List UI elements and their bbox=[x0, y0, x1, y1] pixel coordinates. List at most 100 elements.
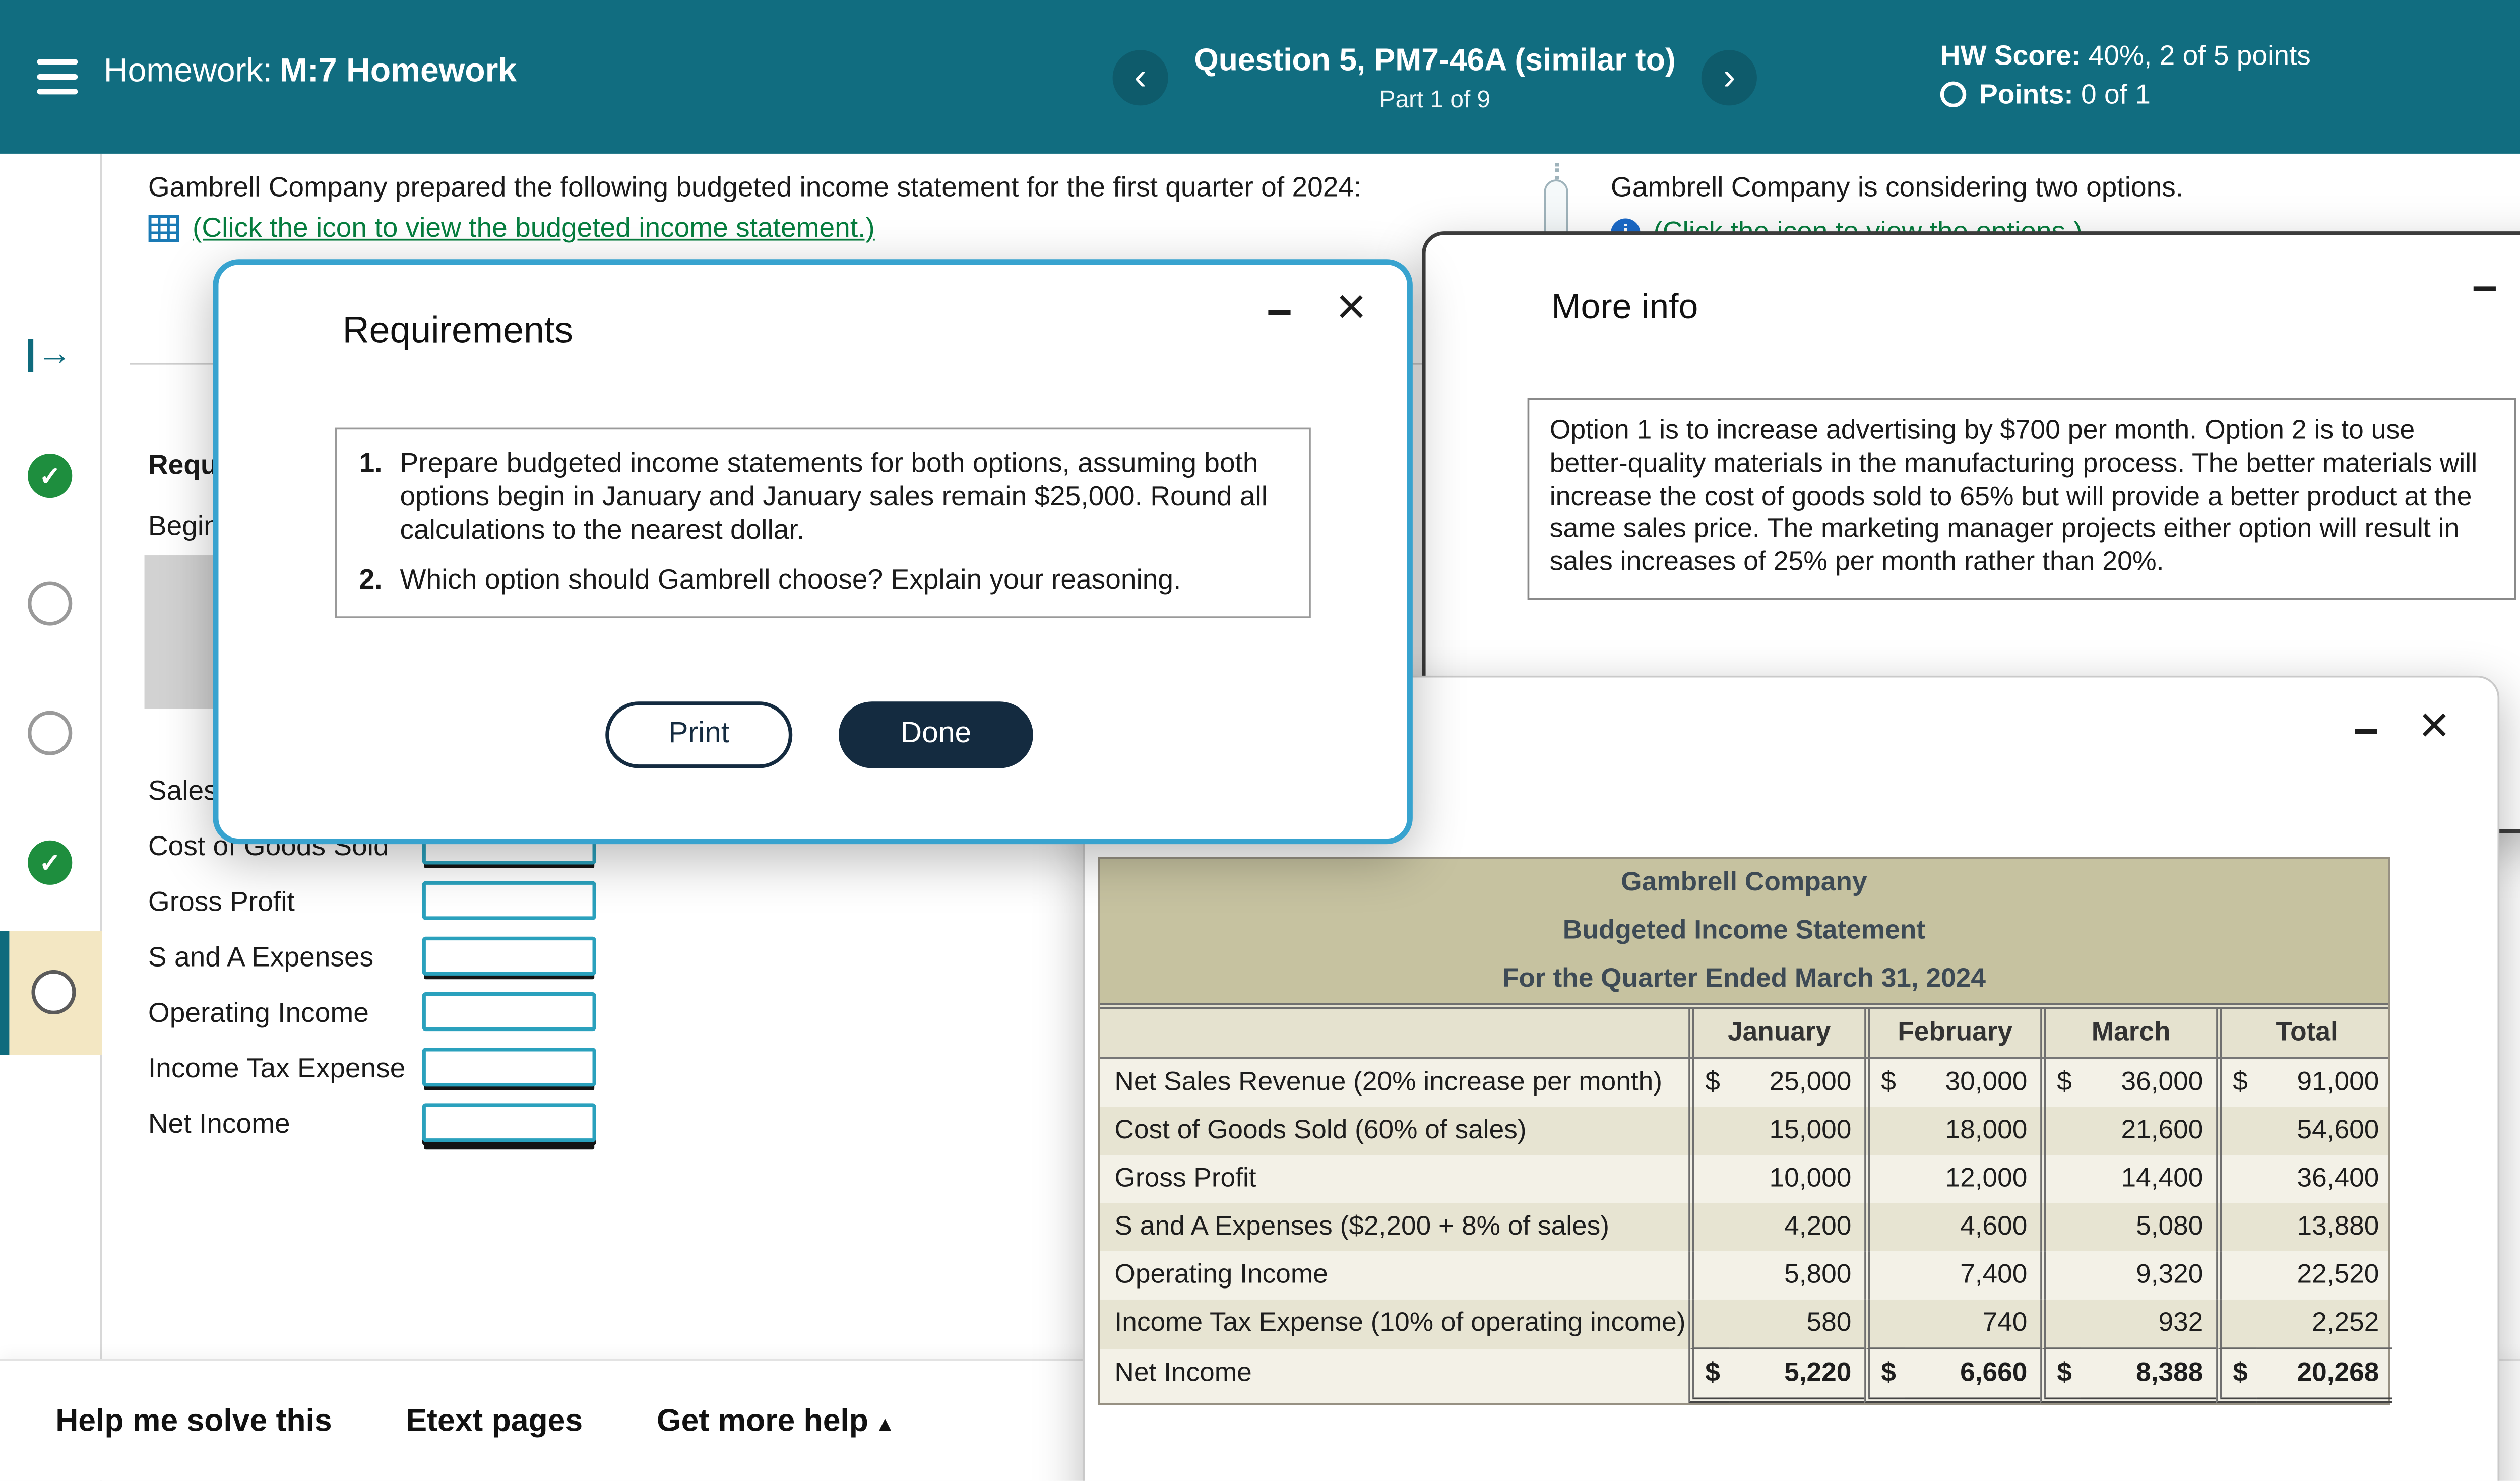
value-cell: 25,000 bbox=[1769, 1068, 1852, 1098]
currency-cell: $ bbox=[2040, 1059, 2081, 1107]
caret-up-icon: ▴ bbox=[879, 1410, 891, 1437]
answer-label: Operating Income bbox=[148, 998, 369, 1029]
question-indicator-3[interactable] bbox=[28, 711, 73, 755]
currency-cell bbox=[1864, 1107, 1905, 1155]
chevron-right-icon: › bbox=[1723, 56, 1736, 97]
answer-row-gross-profit: Gross Profit bbox=[148, 879, 611, 935]
currency-cell bbox=[2040, 1251, 2081, 1300]
value-cell: 4,200 bbox=[1784, 1212, 1852, 1242]
currency-cell bbox=[2216, 1299, 2257, 1349]
previous-question-button[interactable]: ‹ bbox=[1112, 49, 1168, 105]
row-label: Gross Profit bbox=[1114, 1164, 1256, 1194]
requirement-text: Which option should Gambrell choose? Exp… bbox=[400, 564, 1181, 596]
view-budgeted-statement-link[interactable]: (Click the icon to view the budgeted inc… bbox=[193, 213, 875, 244]
table-grid-icon[interactable] bbox=[148, 215, 179, 242]
skip-bar bbox=[28, 338, 34, 371]
currency-cell bbox=[2040, 1203, 2081, 1252]
question-indicator-4-complete[interactable]: ✓ bbox=[28, 840, 73, 885]
currency-cell bbox=[1688, 1251, 1729, 1300]
etext-pages-link[interactable]: Etext pages bbox=[406, 1403, 583, 1439]
question-header: Question 5, PM7-46A (similar to) Part 1 … bbox=[1194, 42, 1675, 112]
currency-cell bbox=[2216, 1107, 2257, 1155]
print-button[interactable]: Print bbox=[605, 701, 793, 768]
minimize-icon[interactable]: − bbox=[2472, 265, 2498, 315]
value-cell: 6,660 bbox=[1905, 1349, 2041, 1403]
table-company-title: Gambrell Company bbox=[1100, 859, 2388, 908]
question-indicator-5-current[interactable] bbox=[31, 970, 76, 1015]
answer-input-net-income[interactable] bbox=[422, 1103, 596, 1142]
get-more-help-label: Get more help bbox=[657, 1403, 868, 1439]
currency-cell bbox=[2040, 1155, 2081, 1203]
footer-links: Help me solve this Etext pages Get more … bbox=[55, 1361, 891, 1481]
value-cell: 2,252 bbox=[2256, 1300, 2392, 1349]
table-row: Cost of Goods Sold (60% of sales) 15,000… bbox=[1100, 1107, 2388, 1155]
currency-cell: $ bbox=[1864, 1349, 1906, 1403]
skip-navigation-icon[interactable]: → bbox=[28, 337, 72, 372]
assignment-title-prefix: Homework: bbox=[103, 51, 273, 89]
table-column-headers: January February March Total bbox=[1100, 1003, 2388, 1059]
help-me-solve-this-link[interactable]: Help me solve this bbox=[55, 1403, 332, 1439]
get-more-help-link[interactable]: Get more help ▴ bbox=[657, 1403, 891, 1440]
value-cell: 13,880 bbox=[2297, 1212, 2379, 1242]
check-icon: ✓ bbox=[39, 848, 61, 878]
menu-icon[interactable] bbox=[37, 59, 78, 95]
value-cell: 9,320 bbox=[2136, 1260, 2203, 1291]
value-cell: 7,400 bbox=[1960, 1260, 2028, 1291]
currency-cell: $ bbox=[1688, 1349, 1730, 1403]
column-header-total: Total bbox=[2216, 1009, 2392, 1057]
hw-score-line: HW Score: 40%, 2 of 5 points bbox=[1940, 37, 2311, 76]
value-cell: 15,000 bbox=[1769, 1116, 1852, 1146]
answer-label: Net Income bbox=[148, 1109, 290, 1140]
requirements-title: Requirements bbox=[342, 311, 573, 352]
answer-input-sa-expenses[interactable] bbox=[422, 936, 596, 976]
currency-cell: $ bbox=[1864, 1059, 1905, 1107]
answer-row-income-tax: Income Tax Expense bbox=[148, 1046, 611, 1102]
value-cell: 54,600 bbox=[2297, 1116, 2379, 1146]
minimize-icon[interactable]: − bbox=[1266, 289, 1293, 339]
question-indicator-1-complete[interactable]: ✓ bbox=[28, 454, 73, 498]
close-icon[interactable]: × bbox=[1336, 278, 1367, 335]
answer-input-gross-profit[interactable] bbox=[422, 881, 596, 920]
currency-cell bbox=[1688, 1299, 1730, 1349]
table-row: Income Tax Expense (10% of operating inc… bbox=[1100, 1299, 2392, 1349]
more-info-title: More info bbox=[1551, 289, 1698, 328]
value-cell: 12,000 bbox=[1945, 1164, 2028, 1194]
table-period-title: For the Quarter Ended March 31, 2024 bbox=[1100, 955, 2388, 1004]
value-cell: 10,000 bbox=[1769, 1164, 1852, 1194]
value-cell: 21,600 bbox=[2121, 1116, 2203, 1146]
done-button[interactable]: Done bbox=[839, 701, 1033, 768]
table-header-spacer bbox=[1100, 1009, 1688, 1057]
value-cell: 91,000 bbox=[2297, 1068, 2379, 1098]
points-line: Points: 0 of 1 bbox=[1940, 76, 2311, 115]
answer-label: Sales bbox=[148, 776, 218, 807]
next-question-button[interactable]: › bbox=[1702, 49, 1757, 105]
value-cell: 8,388 bbox=[2081, 1349, 2217, 1403]
requirements-list: 1. Prepare budgeted income statements fo… bbox=[335, 427, 1311, 618]
question-indicator-2[interactable] bbox=[28, 581, 73, 626]
assignment-title: Homework: M:7 Homework bbox=[104, 52, 517, 91]
check-icon: ✓ bbox=[39, 461, 61, 491]
row-label: Income Tax Expense (10% of operating inc… bbox=[1114, 1309, 1686, 1338]
currency-cell bbox=[1864, 1155, 1905, 1203]
value-cell: 36,400 bbox=[2297, 1164, 2379, 1194]
table-statement-title: Budgeted Income Statement bbox=[1100, 907, 2388, 955]
hw-score-label: HW Score: bbox=[1940, 40, 2081, 73]
column-header-february: February bbox=[1864, 1009, 2040, 1057]
answer-input-income-tax[interactable] bbox=[422, 1048, 596, 1087]
currency-cell: $ bbox=[2216, 1349, 2257, 1403]
answer-row-net-income: Net Income bbox=[148, 1102, 611, 1157]
answer-row-sa-expenses: S and A Expenses bbox=[148, 935, 611, 990]
currency-cell bbox=[2216, 1203, 2257, 1252]
budgeted-statement-link-row: (Click the icon to view the budgeted inc… bbox=[148, 213, 875, 244]
points-label: Points: bbox=[1979, 79, 2073, 111]
requirement-item-2: 2. Which option should Gambrell choose? … bbox=[359, 564, 1287, 598]
minimize-icon[interactable]: − bbox=[2353, 707, 2379, 757]
question-sidebar: → ✓ ✓ bbox=[0, 153, 102, 1481]
value-cell: 932 bbox=[2081, 1300, 2217, 1349]
row-label: S and A Expenses ($2,200 + 8% of sales) bbox=[1114, 1212, 1610, 1242]
problem-intro-right: Gambrell Company is considering two opti… bbox=[1610, 172, 2184, 204]
close-icon[interactable]: × bbox=[2419, 696, 2450, 754]
table-row: Operating Income 5,800 7,400 9,320 22,52… bbox=[1100, 1251, 2388, 1300]
answer-input-operating-income[interactable] bbox=[422, 992, 596, 1032]
assignment-name: M:7 Homework bbox=[279, 51, 517, 89]
